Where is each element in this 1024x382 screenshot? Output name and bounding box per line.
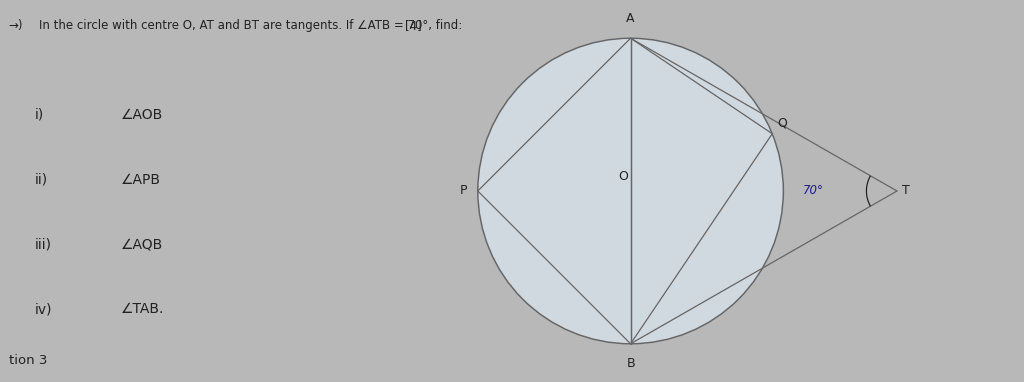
Text: Q: Q — [777, 116, 786, 129]
Text: A: A — [627, 12, 635, 25]
Text: ∠AQB: ∠AQB — [121, 238, 163, 251]
Text: i): i) — [35, 108, 44, 121]
Text: ∠AOB: ∠AOB — [121, 108, 163, 121]
Text: ∠APB: ∠APB — [121, 173, 161, 186]
Circle shape — [478, 38, 783, 344]
Text: In the circle with centre O, AT and BT are tangents. If ∠ATB = 70°, find:: In the circle with centre O, AT and BT a… — [39, 19, 462, 32]
Text: 70°: 70° — [803, 185, 823, 197]
Text: P: P — [460, 185, 467, 197]
Text: →): →) — [8, 19, 24, 32]
Text: B: B — [627, 357, 635, 370]
Text: iv): iv) — [35, 303, 52, 316]
Text: T: T — [902, 185, 910, 197]
Text: O: O — [618, 170, 629, 183]
Text: [4]: [4] — [404, 19, 422, 32]
Text: ∠TAB.: ∠TAB. — [121, 303, 164, 316]
Text: tion 3: tion 3 — [8, 354, 47, 367]
Text: ii): ii) — [35, 173, 47, 186]
Text: iii): iii) — [35, 238, 51, 251]
